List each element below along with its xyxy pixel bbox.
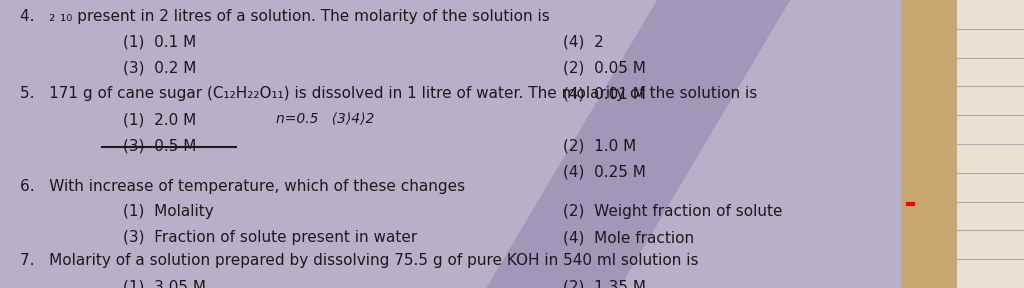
Text: (1)  0.1 M: (1) 0.1 M — [123, 35, 197, 50]
Text: (3)  0.2 M: (3) 0.2 M — [123, 60, 197, 75]
Text: (1)  3.05 M: (1) 3.05 M — [123, 279, 206, 288]
Text: n=0.5   ⟨3⟩4⟩2: n=0.5 ⟨3⟩4⟩2 — [276, 112, 375, 126]
Text: 5.   171 g of cane sugar (C₁₂H₂₂O₁₁) is dissolved in 1 litre of water. The molar: 5. 171 g of cane sugar (C₁₂H₂₂O₁₁) is di… — [20, 86, 758, 101]
Text: (2)  1.0 M: (2) 1.0 M — [563, 138, 637, 153]
Text: (4)  0.01 M: (4) 0.01 M — [563, 86, 646, 101]
Text: (1)  Molality: (1) Molality — [123, 204, 214, 219]
Text: (4)  Mole fraction: (4) Mole fraction — [563, 230, 694, 245]
Text: (4)  2: (4) 2 — [563, 35, 604, 50]
Text: (4)  0.25 M: (4) 0.25 M — [563, 164, 646, 179]
Text: 7.   Molarity of a solution prepared by dissolving 75.5 g of pure KOH in 540 ml : 7. Molarity of a solution prepared by di… — [20, 253, 699, 268]
Text: (3)  Fraction of solute present in water: (3) Fraction of solute present in water — [123, 230, 417, 245]
Text: (3)  0.5 M: (3) 0.5 M — [123, 138, 197, 153]
Text: (2)  1.35 M: (2) 1.35 M — [563, 279, 646, 288]
Text: 4.   ₂ ₁₀ present in 2 litres of a solution. The molarity of the solution is: 4. ₂ ₁₀ present in 2 litres of a solutio… — [20, 9, 550, 24]
FancyBboxPatch shape — [901, 0, 1024, 288]
Text: (2)  0.05 M: (2) 0.05 M — [563, 60, 646, 75]
Polygon shape — [461, 0, 799, 288]
Text: 6.   With increase of temperature, which of these changes: 6. With increase of temperature, which o… — [20, 179, 466, 194]
Text: (1)  2.0 M: (1) 2.0 M — [123, 112, 197, 127]
Text: (2)  Weight fraction of solute: (2) Weight fraction of solute — [563, 204, 782, 219]
FancyBboxPatch shape — [957, 0, 1024, 288]
